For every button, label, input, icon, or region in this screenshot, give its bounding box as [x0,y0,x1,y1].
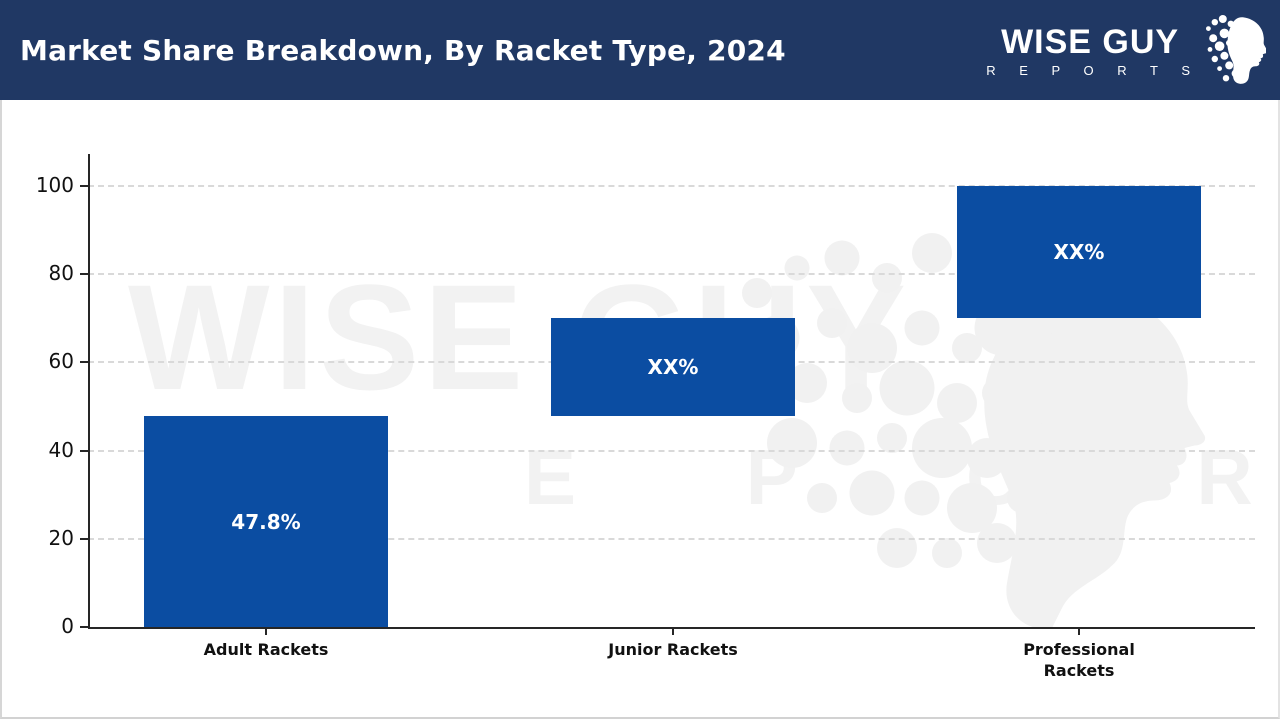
gridline [88,185,1255,187]
bar-value-label: XX% [1053,240,1105,265]
x-tick-mark [265,629,267,635]
y-tick-mark [80,273,88,276]
bar-value-label: XX% [647,355,699,380]
x-tick-mark [672,629,674,635]
logo-text: WISE GUY R E P O R T S [980,25,1200,78]
y-tick-label: 20 [48,525,74,550]
y-tick-label: 60 [48,349,74,374]
header-band: Market Share Breakdown, By Racket Type, … [0,0,1280,100]
x-category-label: Professional Rackets [1023,640,1135,680]
x-tick-mark [1078,629,1080,635]
chart-title: Market Share Breakdown, By Racket Type, … [20,34,786,67]
y-tick-label: 100 [35,173,74,197]
y-tick-label: 0 [61,614,74,638]
logo-wordmark: WISE GUY [1001,22,1180,61]
x-category-label: Junior Rackets [608,640,738,659]
logo-subtitle: R E P O R T S [986,62,1200,78]
plot-area: 0 20 40 60 80 100 47.8% Adult Rackets XX% Junior … [2,100,1278,717]
y-axis-spine [88,153,90,629]
y-tick-mark [80,626,88,628]
x-axis-spine [88,627,1255,629]
bar-adult-rackets: 47.8% [144,416,388,627]
y-tick-mark [80,185,88,187]
gridline [88,449,1255,452]
y-tick-label: 80 [48,261,74,286]
logo-head-icon [1206,15,1266,84]
bar-junior-rackets: XX% [551,318,795,417]
bar-value-label: 47.8% [231,509,301,534]
y-tick-mark [80,449,88,452]
y-tick-mark [80,537,88,540]
wiseguy-logo: WISE GUY R E P O R T S [980,10,1266,92]
gridline [88,273,1255,276]
bar-professional-rackets: XX% [957,186,1201,319]
x-category-label: Adult Rackets [203,640,329,659]
y-tick-mark [80,361,88,364]
y-tick-label: 40 [48,437,74,462]
gridline [88,537,1255,540]
